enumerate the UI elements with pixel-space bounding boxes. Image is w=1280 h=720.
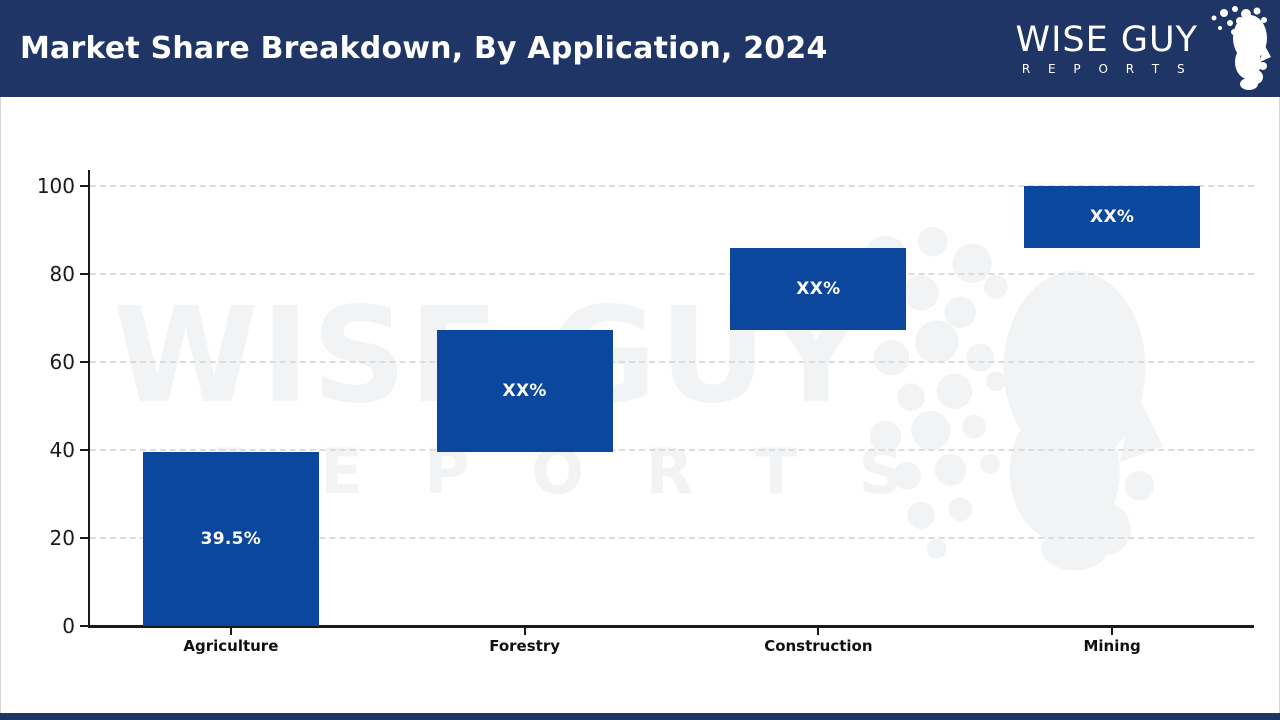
footer-bar — [0, 713, 1280, 720]
x-axis-tick — [523, 628, 526, 635]
x-axis-tick — [229, 628, 232, 635]
x-axis-line — [88, 625, 1254, 628]
y-axis-tick-label: 100 — [36, 174, 75, 198]
y-axis-tick-label: 40 — [49, 438, 75, 462]
gridline — [90, 537, 1254, 539]
chart-title: Market Share Breakdown, By Application, … — [20, 31, 828, 66]
bar-value-label: XX% — [1090, 206, 1135, 227]
gridline — [90, 361, 1254, 363]
brand-face-icon — [1211, 6, 1271, 90]
x-axis-category-label: Construction — [764, 637, 873, 655]
y-axis-tick-label: 80 — [49, 262, 75, 286]
brand-logo: WISE GUY R E P O R T S — [1015, 4, 1272, 94]
plot-area: 0 20 40 60 80 100 Agriculture Forestry Construct… — [1, 97, 1279, 713]
bar-value-label: XX% — [502, 381, 547, 402]
gridline — [90, 449, 1254, 451]
watermark-face-icon — [863, 226, 1164, 571]
y-axis-tick — [80, 273, 88, 275]
y-axis-tick-label: 60 — [49, 350, 75, 374]
y-axis-tick — [80, 185, 88, 187]
x-axis-category-label: Forestry — [489, 637, 561, 655]
y-axis-tick-label: 0 — [62, 614, 75, 638]
bar-mining: XX% — [1024, 186, 1201, 248]
brand-name: WISE GUY — [1015, 20, 1198, 61]
x-axis-tick — [1111, 628, 1114, 635]
y-axis-tick-label: 20 — [49, 526, 75, 550]
bar-forestry: XX% — [436, 329, 613, 453]
bar-agriculture: 39.5% — [142, 452, 319, 626]
x-axis-category-label: Agriculture — [183, 637, 279, 655]
brand-logo-text: WISE GUY R E P O R T S — [1015, 22, 1198, 76]
x-axis-tick — [817, 628, 820, 635]
y-axis-tick — [80, 625, 88, 627]
y-axis-tick — [80, 361, 88, 363]
bar-construction: XX% — [730, 247, 907, 330]
y-axis-tick — [80, 449, 88, 451]
y-axis-tick — [80, 537, 88, 539]
chart-area: WISE GUY R E P O R T S — [0, 97, 1280, 713]
gridline — [90, 185, 1254, 187]
x-axis-category-label: Mining — [1083, 637, 1141, 655]
bar-value-label: XX% — [796, 278, 841, 299]
header-bar: Market Share Breakdown, By Application, … — [0, 0, 1280, 97]
brand-subtitle: R E P O R T S — [1021, 61, 1192, 76]
y-axis-line — [88, 170, 90, 628]
bar-value-label: 39.5% — [200, 529, 262, 550]
gridline — [90, 273, 1254, 275]
